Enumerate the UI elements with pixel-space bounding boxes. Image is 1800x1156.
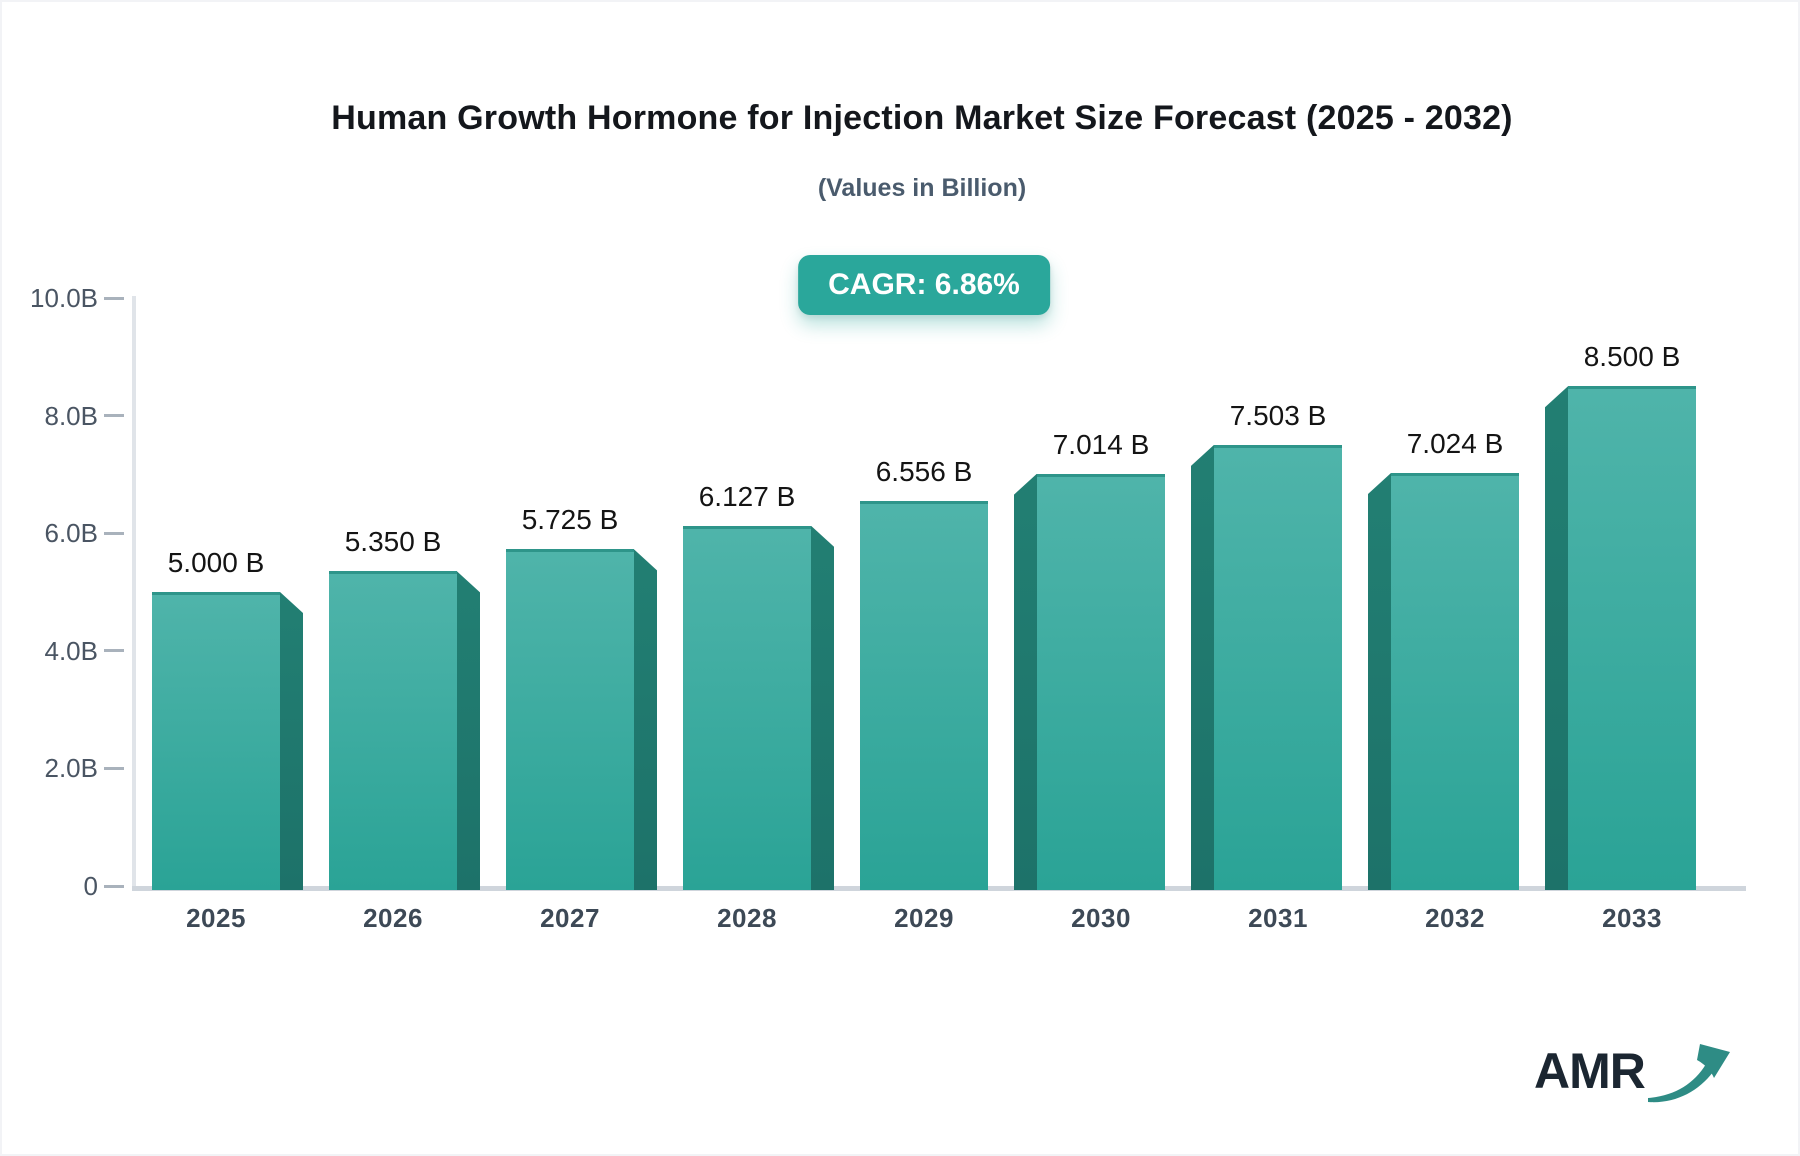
y-tick-label: 6.0B <box>44 518 99 549</box>
bar-face <box>329 571 457 890</box>
bar-side-facet <box>634 549 657 890</box>
chart-title: Human Growth Hormone for Injection Marke… <box>331 99 1513 137</box>
bar-face <box>152 592 280 890</box>
y-axis-line <box>132 296 136 890</box>
bar-value-label: 6.127 B <box>698 480 796 512</box>
amr-logo-text: AMR <box>1534 1043 1646 1099</box>
y-tick-mark <box>104 414 124 418</box>
cagr-badge: CAGR: 6.86% <box>798 255 1050 315</box>
bar-face <box>1214 444 1342 890</box>
y-tick-mark <box>104 531 124 535</box>
bar-2028 <box>683 525 834 890</box>
y-tick-mark <box>104 884 124 888</box>
bar-side-facet <box>457 571 480 890</box>
bar-2026 <box>329 571 480 890</box>
bar-face <box>1568 386 1696 890</box>
amr-logo: AMR <box>1534 1036 1734 1116</box>
bar-2032 <box>1368 472 1519 890</box>
bar-face <box>506 549 634 890</box>
bar-2033 <box>1545 386 1696 890</box>
bar-face <box>1037 473 1165 890</box>
bar-value-label: 7.503 B <box>1229 399 1327 431</box>
x-tick-label-2028: 2028 <box>717 903 777 933</box>
x-tick-label-2031: 2031 <box>1248 903 1308 933</box>
y-tick-label: 0 <box>83 871 98 901</box>
bar-2031 <box>1191 444 1342 890</box>
x-tick-label-2027: 2027 <box>540 903 600 933</box>
x-tick-label-2029: 2029 <box>894 903 954 933</box>
bar-value-label: 8.500 B <box>1583 341 1681 373</box>
y-tick-label: 8.0B <box>44 400 99 431</box>
y-tick-mark <box>104 766 124 770</box>
y-tick-mark <box>104 649 124 653</box>
bar-face <box>860 500 988 890</box>
x-tick-label-2030: 2030 <box>1071 903 1131 933</box>
bar-value-label: 5.725 B <box>521 504 619 536</box>
x-tick-label-2026: 2026 <box>363 903 423 933</box>
bar-2030 <box>1014 473 1165 890</box>
y-tick-mark <box>104 296 124 300</box>
bar-side-facet <box>280 592 303 890</box>
bar-face <box>1391 472 1519 890</box>
chart-subtitle: (Values in Billion) <box>817 174 1027 202</box>
bar-side-facet <box>811 525 834 890</box>
bar-face <box>683 525 811 890</box>
bar-value-label: 7.014 B <box>1052 428 1150 460</box>
x-tick-label-2025: 2025 <box>186 903 246 933</box>
bar-value-label: 5.350 B <box>344 526 442 558</box>
bar-side-facet <box>1545 386 1568 890</box>
growth-arrow-icon <box>1648 1044 1730 1103</box>
y-tick-label: 10.0B <box>30 283 98 313</box>
bar-side-facet <box>1014 473 1037 890</box>
y-tick-label: 2.0B <box>44 753 99 784</box>
x-tick-label-2033: 2033 <box>1602 903 1662 933</box>
bar-2027 <box>506 549 657 890</box>
bar-side-facet <box>1368 472 1391 890</box>
bar-2025 <box>152 592 303 890</box>
y-tick-label: 4.0B <box>44 635 99 666</box>
bar-2029 <box>860 500 988 890</box>
bar-value-label: 7.024 B <box>1406 427 1504 459</box>
x-tick-label-2032: 2032 <box>1425 903 1485 933</box>
bar-side-facet <box>1191 444 1214 890</box>
bar-value-label: 6.556 B <box>875 455 973 487</box>
bar-value-label: 5.000 B <box>167 547 265 578</box>
